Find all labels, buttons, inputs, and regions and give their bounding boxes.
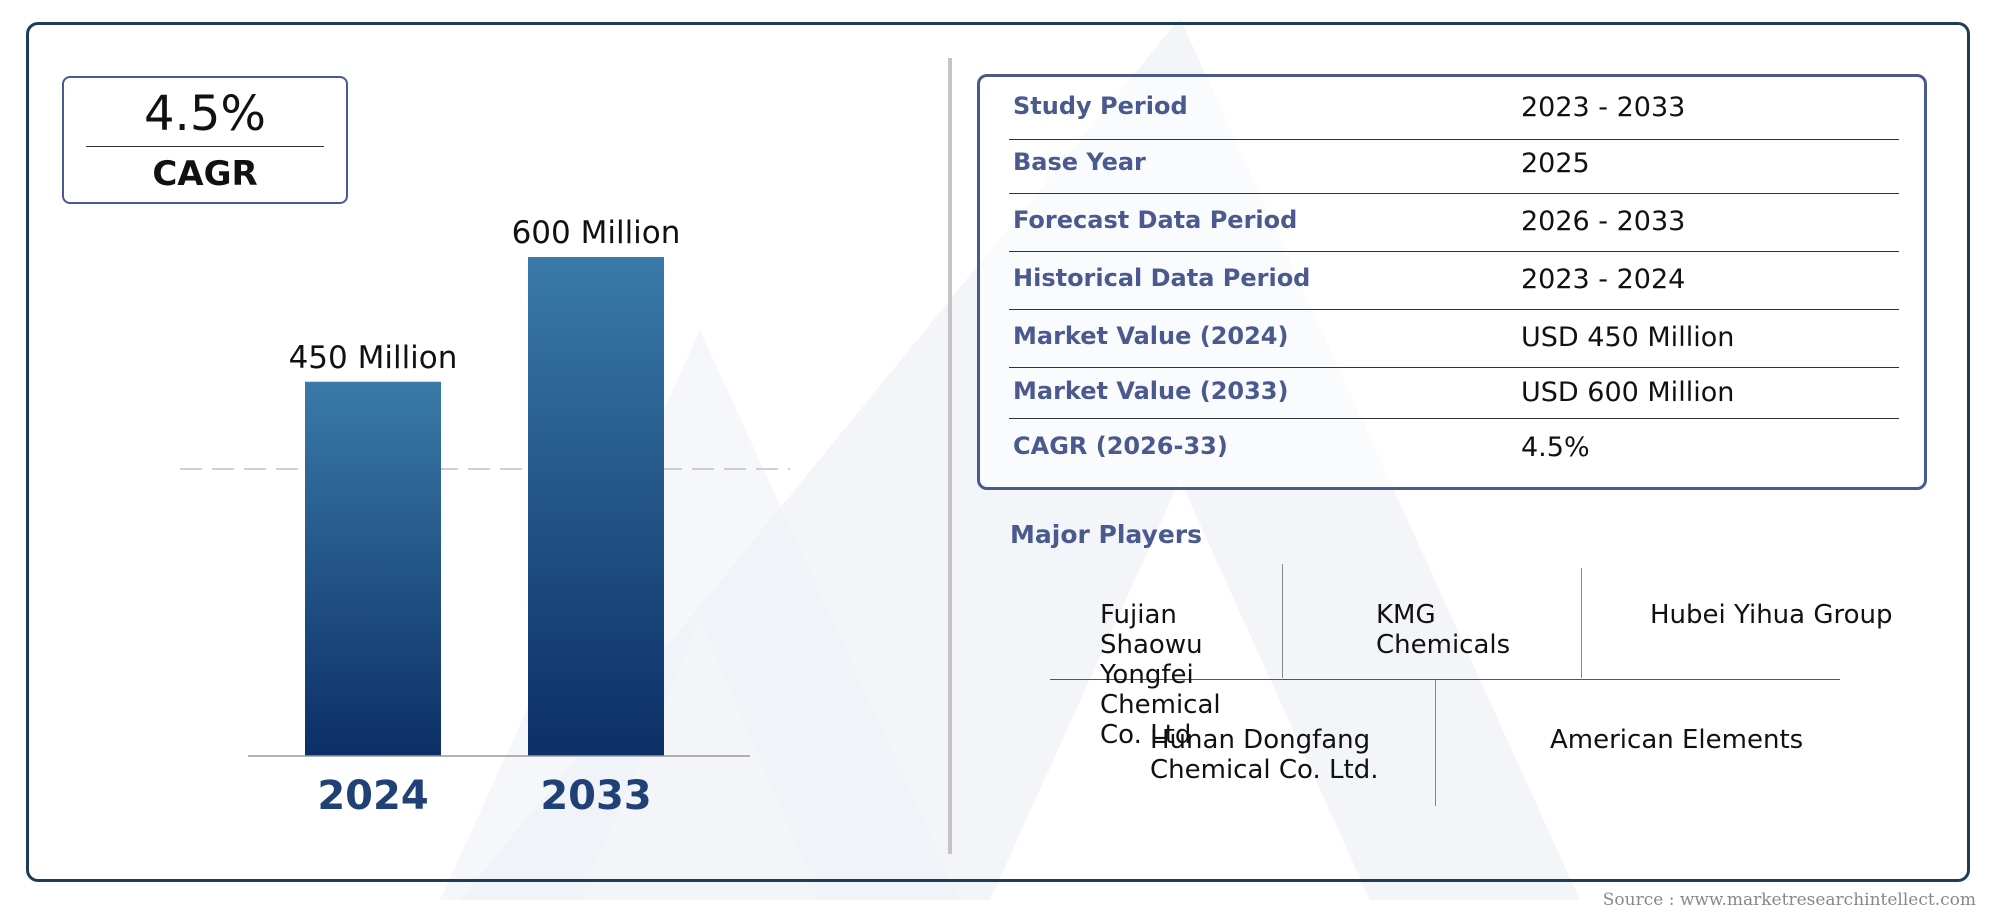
info-key: Market Value (2033)	[1013, 376, 1289, 405]
source-credit: Source : www.marketresearchintellect.com	[1602, 890, 1976, 910]
cagr-box: 4.5% CAGR	[62, 76, 348, 204]
info-value: 2023 - 2033	[1521, 92, 1686, 123]
bar-2033	[528, 257, 664, 756]
info-row: Forecast Data Period 2026 - 2033	[1009, 193, 1899, 252]
info-key: Study Period	[1013, 92, 1188, 120]
category-label: 2033	[540, 773, 651, 819]
info-key: Base Year	[1013, 148, 1146, 176]
panel-divider	[948, 58, 952, 854]
player-name: Hubei Yihua Group	[1650, 600, 1893, 630]
info-row: CAGR (2026-33) 4.5%	[1009, 418, 1899, 478]
info-row: Historical Data Period 2023 - 2024	[1009, 251, 1899, 310]
info-row: Market Value (2033) USD 600 Million	[1009, 367, 1899, 419]
info-row: Base Year 2025	[1009, 135, 1899, 194]
players-divider-1	[1282, 564, 1283, 678]
info-value: 2025	[1521, 148, 1590, 179]
cagr-label: CAGR	[152, 154, 258, 194]
info-key: Historical Data Period	[1013, 264, 1311, 292]
info-value: 2026 - 2033	[1521, 206, 1686, 237]
info-value: 2023 - 2024	[1521, 264, 1686, 295]
bar-chart: 450 Million 2024 600 Million 2033	[180, 215, 790, 819]
player-name: Hunan Dongfang Chemical Co. Ltd.	[1150, 725, 1379, 785]
players-row-divider	[1050, 679, 1840, 680]
info-key: Forecast Data Period	[1013, 206, 1298, 234]
outer-frame	[26, 22, 1970, 882]
info-key: CAGR (2026-33)	[1013, 432, 1228, 460]
bar-2024	[305, 381, 441, 756]
info-row: Study Period 2023 - 2033	[1009, 77, 1899, 140]
info-value: USD 600 Million	[1521, 376, 1735, 408]
major-players-title: Major Players	[1010, 520, 1202, 549]
info-key: Market Value (2024)	[1013, 322, 1289, 350]
player-name: KMG Chemicals	[1376, 600, 1511, 660]
players-divider-2	[1581, 568, 1582, 678]
info-value: 4.5%	[1521, 432, 1590, 463]
bar-value-label: 450 Million	[289, 340, 458, 376]
info-row: Market Value (2024) USD 450 Million	[1009, 309, 1899, 368]
cagr-divider	[86, 146, 324, 147]
category-label: 2024	[317, 773, 428, 819]
cagr-value: 4.5%	[144, 86, 266, 142]
bar-value-label: 600 Million	[512, 215, 681, 251]
players-divider-3	[1435, 680, 1436, 806]
player-name: Fujian Shaowu Yongfei Chemical Co. Ltd	[1100, 600, 1221, 750]
market-info-table: Study Period 2023 - 2033 Base Year 2025 Fore…	[977, 74, 1927, 490]
info-value: USD 450 Million	[1521, 322, 1735, 353]
player-name: American Elements	[1550, 725, 1804, 755]
